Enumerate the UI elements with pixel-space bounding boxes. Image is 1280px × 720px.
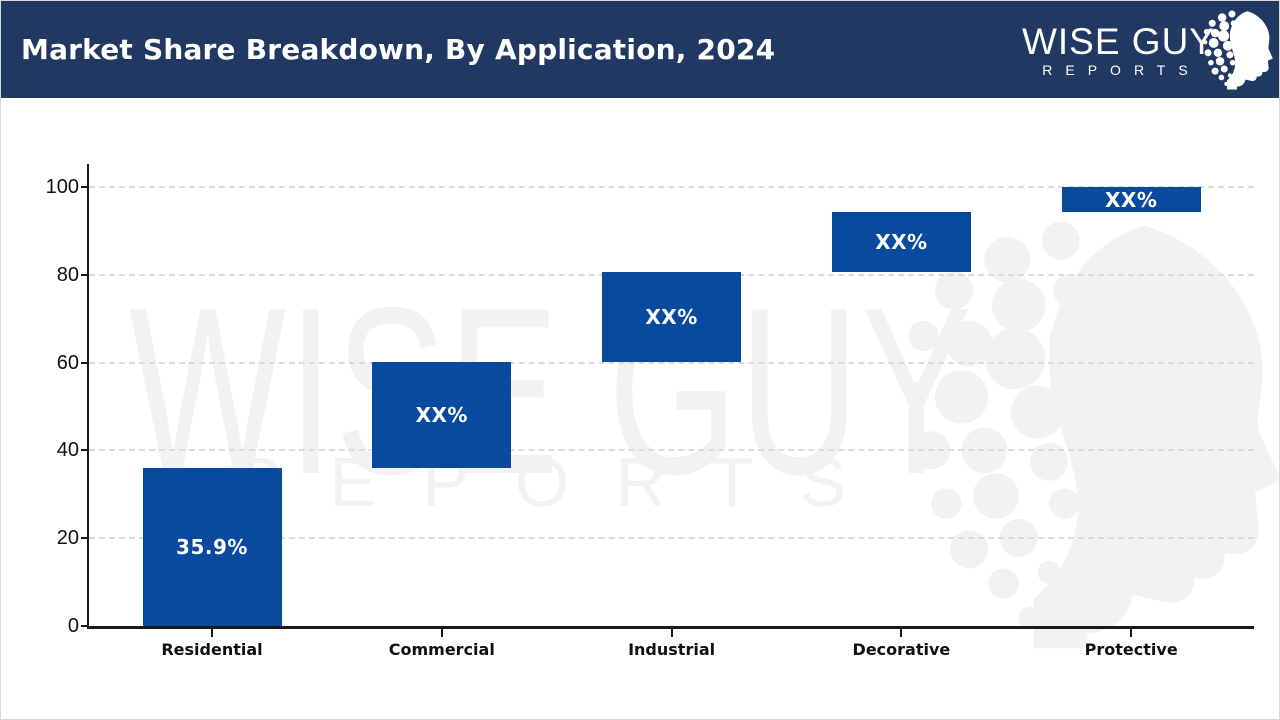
page-title: Market Share Breakdown, By Application, …: [21, 33, 776, 66]
bar-value-label-protective: XX%: [1104, 187, 1158, 212]
bar-residential: 35.9%: [142, 468, 282, 626]
wiseguy-face-icon: [1203, 10, 1273, 90]
x-tick-mark-commercial: [440, 629, 443, 637]
y-gridline-60: [89, 361, 1254, 364]
y-tick-label-40: 40: [56, 439, 79, 462]
watermark-subtext: REPORTS: [233, 443, 893, 521]
x-category-label-protective: Protective: [1084, 640, 1178, 659]
page-header: Market Share Breakdown, By Application, …: [1, 1, 1279, 98]
y-tick-mark-60: [81, 361, 89, 364]
x-category-label-commercial: Commercial: [388, 640, 495, 659]
logo-subtext: REPORTS: [1042, 62, 1201, 78]
y-tick-mark-100: [81, 186, 89, 188]
logo-wordmark: WISE GUY: [1021, 21, 1215, 62]
x-category-label-residential: Residential: [161, 640, 263, 659]
logo-wordmark-block: WISE GUY REPORTS: [1022, 23, 1215, 77]
y-tick-mark-40: [81, 449, 89, 452]
y-tick-label-80: 80: [56, 263, 79, 286]
bar-value-label-industrial: XX%: [645, 304, 698, 329]
bar-value-label-commercial: XX%: [415, 403, 468, 428]
y-gridline-40: [89, 449, 1254, 452]
y-axis-spine: [87, 164, 89, 629]
y-tick-mark-0: [81, 625, 89, 627]
x-axis-spine: [87, 626, 1254, 629]
bar-protective: XX%: [1061, 187, 1201, 213]
x-category-label-decorative: Decorative: [852, 640, 951, 659]
bar-value-label-decorative: XX%: [875, 230, 928, 255]
y-gridline-20: [89, 537, 1254, 540]
y-tick-label-60: 60: [56, 351, 79, 374]
x-tick-mark-decorative: [900, 629, 903, 637]
y-gridline-100: [89, 186, 1254, 188]
x-tick-mark-industrial: [670, 629, 673, 637]
x-category-label-industrial: Industrial: [628, 640, 716, 659]
x-tick-mark-residential: [211, 629, 213, 637]
y-tick-mark-80: [81, 273, 89, 276]
bar-industrial: XX%: [602, 271, 742, 363]
bar-commercial: XX%: [372, 362, 512, 469]
wiseguy-logo: WISE GUY REPORTS: [1022, 7, 1275, 93]
x-tick-mark-protective: [1130, 629, 1133, 637]
bar-decorative: XX%: [831, 212, 971, 272]
y-tick-label-0: 0: [67, 615, 79, 637]
bar-value-label-residential: 35.9%: [176, 535, 248, 560]
y-tick-mark-20: [81, 537, 89, 540]
y-tick-label-20: 20: [56, 527, 79, 550]
y-tick-label-100: 100: [45, 176, 79, 198]
